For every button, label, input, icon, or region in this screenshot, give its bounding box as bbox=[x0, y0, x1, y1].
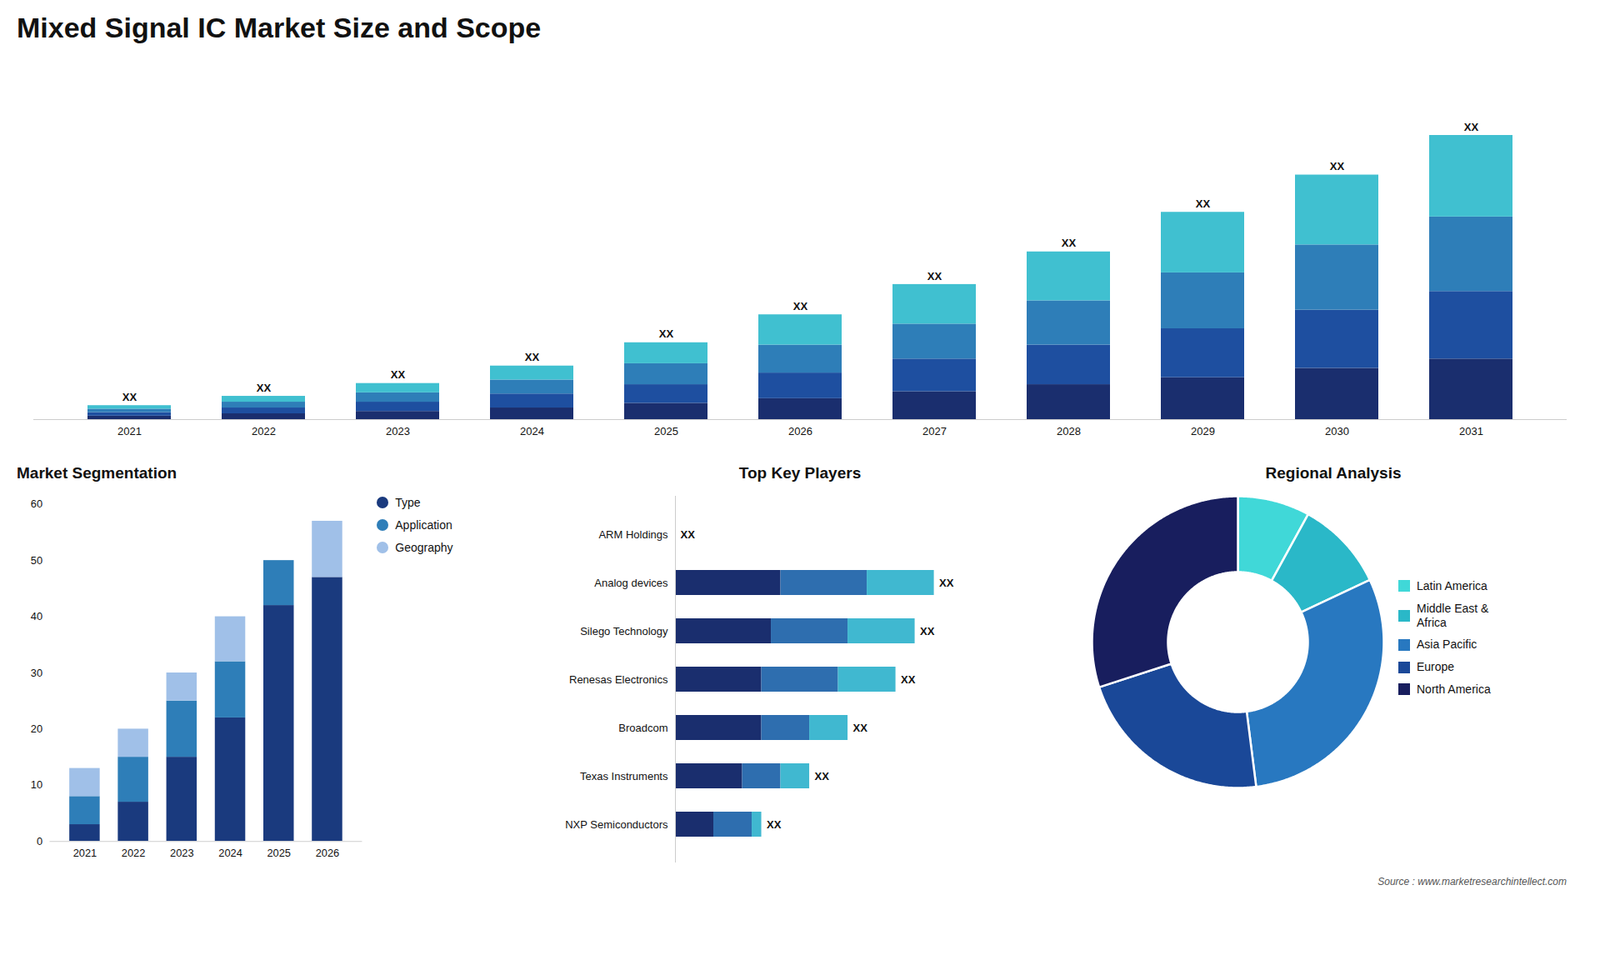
svg-text:2027: 2027 bbox=[922, 425, 947, 438]
svg-text:2031: 2031 bbox=[1459, 425, 1484, 438]
svg-text:Texas Instruments: Texas Instruments bbox=[580, 770, 669, 783]
svg-text:2021: 2021 bbox=[117, 425, 142, 438]
html-text:Type: Type bbox=[395, 495, 421, 510]
svg-text:2022: 2022 bbox=[121, 846, 146, 860]
svg-text:Silego Technology: Silego Technology bbox=[580, 625, 669, 638]
svg-text:0: 0 bbox=[36, 835, 43, 848]
html-text:Middle East & Africa: Middle East & Africa bbox=[1416, 601, 1489, 629]
svg-text:50: 50 bbox=[30, 554, 43, 567]
svg-text:XX: XX bbox=[390, 368, 406, 381]
html-text:Source : www.marketresearchint: Source : www.marketresearchintellect.com bbox=[1377, 875, 1567, 888]
svg-text:2025: 2025 bbox=[654, 425, 679, 438]
svg-text:Analog devices: Analog devices bbox=[594, 576, 669, 590]
svg-text:XX: XX bbox=[815, 770, 830, 783]
svg-text:30: 30 bbox=[30, 666, 43, 680]
html-text:North America: North America bbox=[1416, 682, 1491, 696]
svg-text:XX: XX bbox=[122, 390, 138, 404]
svg-text:XX: XX bbox=[659, 327, 675, 340]
svg-text:XX: XX bbox=[1195, 197, 1211, 210]
svg-text:XX: XX bbox=[256, 381, 272, 395]
svg-text:2022: 2022 bbox=[251, 425, 276, 438]
svg-text:2026: 2026 bbox=[788, 425, 813, 438]
svg-text:2029: 2029 bbox=[1190, 425, 1215, 438]
svg-text:20: 20 bbox=[30, 722, 43, 735]
svg-text:XX: XX bbox=[1061, 236, 1077, 250]
svg-text:XX: XX bbox=[680, 528, 696, 541]
svg-text:Broadcom: Broadcom bbox=[618, 721, 668, 735]
html-text:Market Segmentation: Market Segmentation bbox=[16, 464, 177, 482]
svg-text:ARM Holdings: ARM Holdings bbox=[598, 528, 669, 541]
svg-text:2023: 2023 bbox=[385, 425, 410, 438]
html-text:Asia Pacific: Asia Pacific bbox=[1416, 637, 1477, 652]
svg-text:10: 10 bbox=[30, 778, 43, 791]
html-text:Geography: Geography bbox=[395, 540, 453, 554]
html-text:Top Key Players: Top Key Players bbox=[739, 464, 861, 482]
svg-text:XX: XX bbox=[1464, 120, 1480, 134]
svg-text:NXP Semiconductors: NXP Semiconductors bbox=[565, 818, 669, 831]
svg-text:XX: XX bbox=[853, 721, 869, 735]
svg-text:2021: 2021 bbox=[73, 846, 98, 860]
svg-text:2023: 2023 bbox=[170, 846, 195, 860]
svg-text:60: 60 bbox=[30, 497, 43, 510]
svg-text:XX: XX bbox=[793, 300, 809, 313]
svg-text:XX: XX bbox=[927, 270, 943, 283]
svg-text:40: 40 bbox=[30, 610, 43, 623]
svg-text:2025: 2025 bbox=[266, 846, 291, 860]
html-text:Europe: Europe bbox=[1416, 660, 1455, 674]
svg-text:2028: 2028 bbox=[1056, 425, 1081, 438]
svg-text:2024: 2024 bbox=[218, 846, 243, 860]
svg-text:2030: 2030 bbox=[1325, 425, 1350, 438]
html-text:Mixed Signal IC Market Size an: Mixed Signal IC Market Size and Scope bbox=[16, 11, 541, 44]
svg-text:XX: XX bbox=[900, 673, 916, 686]
svg-text:XX: XX bbox=[525, 350, 540, 364]
html-text:Latin America: Latin America bbox=[1416, 579, 1488, 593]
svg-text:XX: XX bbox=[920, 625, 935, 638]
svg-text:XX: XX bbox=[939, 576, 955, 590]
svg-text:2026: 2026 bbox=[315, 846, 340, 860]
svg-text:XX: XX bbox=[766, 818, 782, 831]
svg-text:Renesas Electronics: Renesas Electronics bbox=[569, 673, 669, 686]
svg-text:XX: XX bbox=[1330, 160, 1345, 173]
svg-text:2024: 2024 bbox=[520, 425, 545, 438]
html-text:Regional Analysis: Regional Analysis bbox=[1265, 464, 1402, 482]
html-text:Application: Application bbox=[395, 518, 453, 532]
